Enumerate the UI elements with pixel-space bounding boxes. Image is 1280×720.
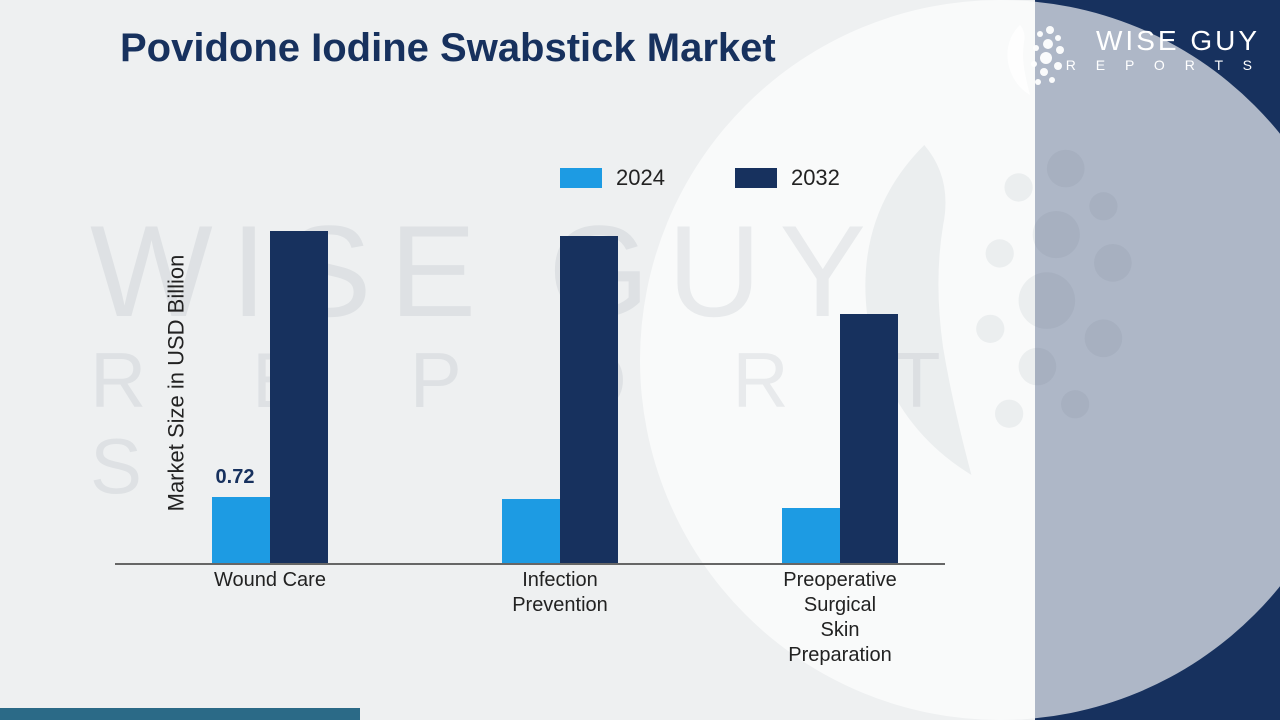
brand-logo: WISE GUY R E P O R T S bbox=[1066, 25, 1260, 73]
bar-group bbox=[495, 236, 625, 563]
bar-2024 bbox=[212, 497, 270, 563]
legend-swatch-2032 bbox=[735, 168, 777, 188]
chart-baseline bbox=[115, 563, 945, 565]
page-title: Povidone Iodine Swabstick Market bbox=[120, 26, 776, 71]
chart-legend: 2024 2032 bbox=[560, 165, 840, 191]
legend-item-2024: 2024 bbox=[560, 165, 665, 191]
x-axis-label: Wound Care bbox=[165, 568, 375, 593]
logo-head-icon bbox=[1000, 20, 1070, 100]
x-axis-label: InfectionPrevention bbox=[455, 568, 665, 618]
legend-label-2024: 2024 bbox=[616, 165, 665, 191]
bar-group bbox=[775, 314, 905, 563]
x-axis-label: PreoperativeSurgicalSkinPreparation bbox=[735, 568, 945, 668]
legend-item-2032: 2032 bbox=[735, 165, 840, 191]
y-axis-label: Market Size in USD Billion bbox=[163, 255, 189, 512]
bar-2024 bbox=[502, 499, 560, 563]
logo-line2: R E P O R T S bbox=[1066, 57, 1260, 73]
bar-2032 bbox=[560, 236, 618, 563]
bar-2032 bbox=[840, 314, 898, 563]
bar-2024 bbox=[782, 508, 840, 563]
legend-label-2032: 2032 bbox=[791, 165, 840, 191]
bar-2032 bbox=[270, 231, 328, 563]
logo-line1: WISE GUY bbox=[1066, 25, 1260, 57]
bar-group bbox=[205, 231, 335, 563]
bar-chart bbox=[115, 210, 945, 565]
bottom-accent-bar bbox=[0, 708, 360, 720]
legend-swatch-2024 bbox=[560, 168, 602, 188]
